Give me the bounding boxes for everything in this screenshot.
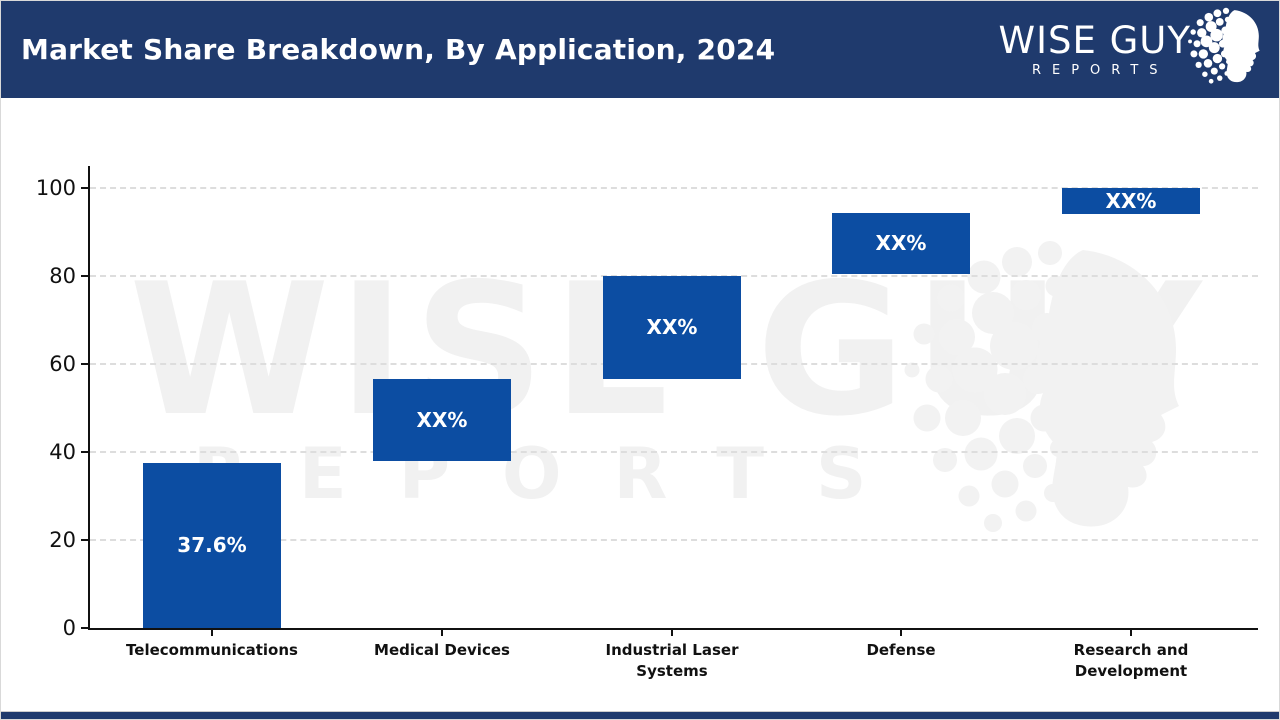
- x-axis-category-label: Research and Development: [1073, 641, 1189, 680]
- bar-value-label: XX%: [416, 407, 468, 432]
- x-axis-tick: [1130, 628, 1132, 636]
- y-axis-tick-label: 100: [35, 176, 76, 200]
- x-axis-category-label: Defense: [866, 641, 936, 659]
- x-axis-category-label: Telecommunications: [126, 641, 298, 659]
- bar-value-label: XX%: [646, 315, 698, 340]
- bar-value-label: XX%: [1105, 188, 1157, 213]
- y-axis-tick-label: 20: [49, 528, 76, 552]
- bar-medical-devices: XX%: [373, 378, 511, 461]
- wiseguy-logo: WISE GUY REPORTS: [999, 7, 1269, 93]
- bar-industrial-laser-systems: XX%: [603, 276, 741, 379]
- gridline: [90, 451, 1258, 453]
- gridline: [90, 187, 1258, 189]
- logo-wordmark: WISE GUY: [998, 18, 1191, 62]
- x-axis-tick: [441, 628, 443, 636]
- watermark-subtitle: REPORTS: [193, 433, 919, 515]
- y-axis-tick: [81, 363, 90, 365]
- y-axis-tick: [81, 187, 90, 189]
- bar-value-label: 37.6%: [177, 533, 247, 558]
- x-axis-category-label: Industrial Laser Systems: [605, 641, 739, 680]
- wiseguy-head-icon: [1188, 7, 1260, 84]
- logo-text: WISE GUY REPORTS: [999, 22, 1191, 78]
- y-axis-tick-label: 80: [49, 264, 76, 288]
- y-axis-line: [88, 166, 90, 630]
- x-axis-tick: [211, 628, 213, 636]
- x-axis-tick: [900, 628, 902, 636]
- y-axis-tick: [81, 539, 90, 541]
- y-axis-tick: [81, 275, 90, 277]
- bar-defense: XX%: [832, 213, 970, 274]
- y-axis-tick-label: 40: [49, 440, 76, 464]
- y-axis-tick-label: 60: [49, 352, 76, 376]
- y-axis-tick-label: 0: [62, 616, 76, 640]
- logo-subtitle: REPORTS: [1031, 62, 1169, 78]
- page-title: Market Share Breakdown, By Application, …: [21, 33, 776, 66]
- gridline: [90, 539, 1258, 541]
- x-axis-tick: [671, 628, 673, 636]
- y-axis-tick: [81, 627, 90, 629]
- y-axis-tick: [81, 451, 90, 453]
- x-axis-category-label: Medical Devices: [374, 641, 510, 659]
- bar-research-and-development: XX%: [1062, 188, 1200, 214]
- x-axis-line: [88, 628, 1258, 630]
- bar-telecommunications: 37.6%: [143, 462, 281, 628]
- footer-bar: [1, 711, 1279, 719]
- header-bar: Market Share Breakdown, By Application, …: [1, 1, 1279, 98]
- bar-value-label: XX%: [875, 231, 927, 256]
